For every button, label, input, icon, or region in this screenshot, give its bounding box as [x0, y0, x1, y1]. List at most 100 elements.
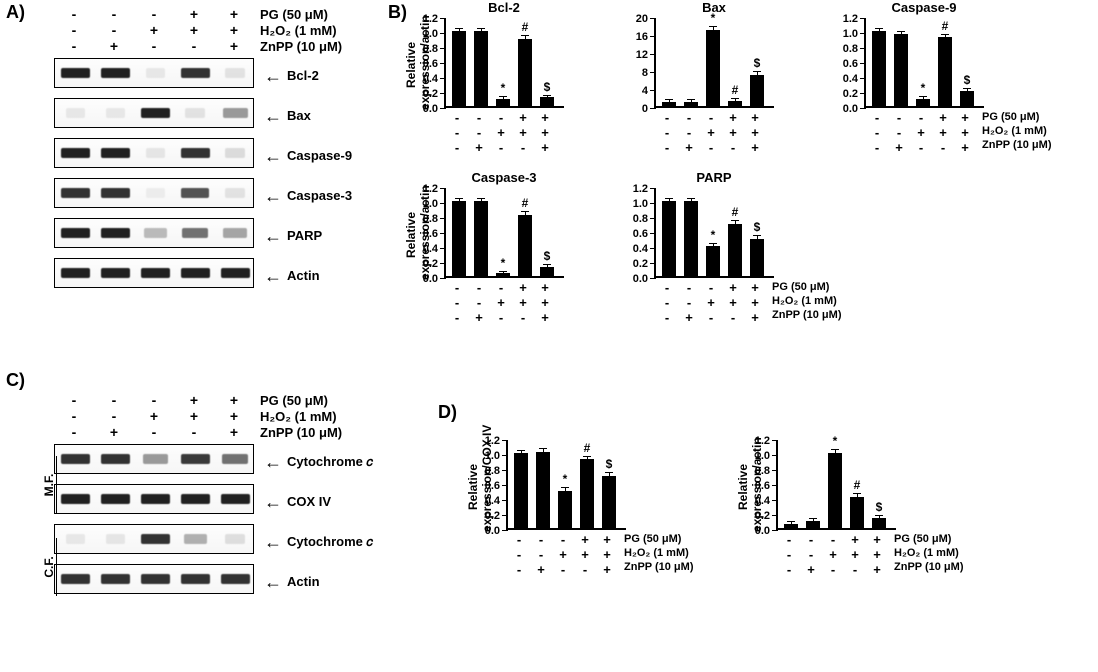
- bar: [496, 273, 510, 276]
- sig-marker: $: [538, 80, 556, 94]
- bar: [706, 246, 720, 276]
- treat-cell: -: [54, 38, 94, 54]
- ytick: 1.0: [423, 198, 438, 210]
- sig-marker: #: [516, 20, 534, 34]
- chart-plot: 0.00.20.40.60.81.01.2*#$: [444, 188, 564, 278]
- ytick: 0.8: [755, 465, 770, 477]
- ytick: 0.4: [843, 73, 858, 85]
- ytick: 0.8: [423, 213, 438, 225]
- blot-row: Actin: [54, 564, 384, 600]
- bar: [872, 518, 886, 529]
- ytick: 0.4: [423, 243, 438, 255]
- treat-cell: -: [134, 392, 174, 408]
- chart-treat-labels: PG (50 μM)H₂O₂ (1 mM)ZnPP (10 μM): [772, 280, 841, 322]
- ytick: 0.6: [755, 480, 770, 492]
- treat-cell: +: [134, 22, 174, 38]
- ytick: 0.2: [755, 510, 770, 522]
- sig-marker: $: [748, 56, 766, 70]
- ytick: 0.6: [423, 228, 438, 240]
- blot-row: Cytochrome 𝑐: [54, 524, 384, 560]
- treat-label: H₂O₂ (1 mM): [254, 22, 342, 38]
- ytick: 0.8: [633, 213, 648, 225]
- ytick: 16: [636, 31, 648, 43]
- treat-cell: +: [134, 408, 174, 424]
- panel-c-treatments: ---++PG (50 μM)--+++H₂O₂ (1 mM)-+--+ZnPP…: [54, 392, 342, 440]
- blot-row: Caspase-9: [54, 138, 384, 174]
- chart-treatments: ---++--+++-+--+: [656, 280, 766, 325]
- panel-a-blots: Bcl-2BaxCaspase-9Caspase-3PARPActin: [54, 58, 384, 294]
- blot-row: Actin: [54, 258, 384, 294]
- blot-label: COX IV: [264, 492, 331, 513]
- chart-treatments: ---++--+++-+--+: [656, 110, 766, 155]
- ytick: 0.2: [423, 258, 438, 270]
- treat-label: H₂O₂ (1 mM): [254, 408, 342, 424]
- ytick: 1.0: [633, 198, 648, 210]
- ytick: 0.8: [423, 43, 438, 55]
- chart-bax: Bax048121620*#$---++--+++-+--+: [616, 6, 806, 176]
- chart-plot: 0.00.20.40.60.81.01.2*#$: [654, 188, 774, 278]
- chart-treat-labels: PG (50 μM)H₂O₂ (1 mM)ZnPP (10 μM): [894, 532, 963, 574]
- sig-marker: *: [494, 81, 512, 95]
- treat-cell: +: [94, 38, 134, 54]
- ytick: 1.0: [755, 450, 770, 462]
- panel-c-blots: Cytochrome 𝑐 COX IV Cytochrome 𝑐 Actin: [54, 444, 384, 600]
- bar: [662, 201, 676, 276]
- ytick: 0.4: [423, 73, 438, 85]
- sig-marker: #: [936, 19, 954, 33]
- blot-row: Cytochrome 𝑐: [54, 444, 384, 480]
- ytick: 1.0: [485, 450, 500, 462]
- treat-cell: -: [134, 6, 174, 22]
- bar: [684, 201, 698, 276]
- bar: [474, 201, 488, 276]
- ytick: 0.6: [485, 480, 500, 492]
- blot-label: Cytochrome 𝑐: [264, 452, 373, 473]
- treat-cell: +: [214, 424, 254, 440]
- treat-cell: +: [214, 22, 254, 38]
- bar: [806, 521, 820, 529]
- treat-cell: +: [94, 424, 134, 440]
- bar: [728, 101, 742, 106]
- sig-marker: $: [600, 457, 618, 471]
- bar: [474, 31, 488, 106]
- bar: [496, 99, 510, 107]
- bar: [706, 30, 720, 107]
- bar: [872, 31, 886, 106]
- bar: [938, 37, 952, 106]
- mf-label: M.F.: [42, 456, 57, 514]
- sig-marker: *: [914, 81, 932, 95]
- chart-parp: PARP0.00.20.40.60.81.01.2*#$---++--+++-+…: [616, 176, 806, 346]
- bar: [960, 91, 974, 106]
- treat-cell: +: [214, 38, 254, 54]
- blot-row: Caspase-3: [54, 178, 384, 214]
- bar: [728, 224, 742, 277]
- ytick: 0.8: [485, 465, 500, 477]
- bar: [684, 102, 698, 107]
- bar: [828, 453, 842, 528]
- blot-row: COX IV: [54, 484, 384, 520]
- sig-marker: *: [494, 256, 512, 270]
- bar: [916, 99, 930, 107]
- treat-cell: +: [214, 6, 254, 22]
- treat-cell: -: [54, 408, 94, 424]
- ytick: 1.2: [485, 435, 500, 447]
- bar: [894, 34, 908, 106]
- chart-treatments: ---++--+++-+--+: [866, 110, 976, 155]
- treat-label: ZnPP (10 μM): [254, 424, 342, 440]
- panel-c: ---++PG (50 μM)--+++H₂O₂ (1 mM)-+--+ZnPP…: [54, 392, 384, 604]
- treat-cell: -: [94, 408, 134, 424]
- ytick: 1.2: [633, 183, 648, 195]
- sig-marker: *: [826, 434, 844, 448]
- blot-label: Caspase-3: [264, 186, 352, 207]
- chart-treatments: ---++--+++-+--+: [778, 532, 888, 577]
- ytick: 0.0: [633, 273, 648, 285]
- chart-title: Bcl-2: [444, 0, 564, 15]
- treat-cell: +: [174, 408, 214, 424]
- bar: [580, 459, 594, 528]
- panel-d-label: D): [438, 402, 457, 423]
- chart-treatments: ---++--+++-+--+: [446, 110, 556, 155]
- sig-marker: #: [726, 83, 744, 97]
- ytick: 1.0: [843, 28, 858, 40]
- chart-plot: 0.00.20.40.60.81.01.2*#$: [506, 440, 626, 530]
- bar: [514, 453, 528, 528]
- ytick: 0.4: [485, 495, 500, 507]
